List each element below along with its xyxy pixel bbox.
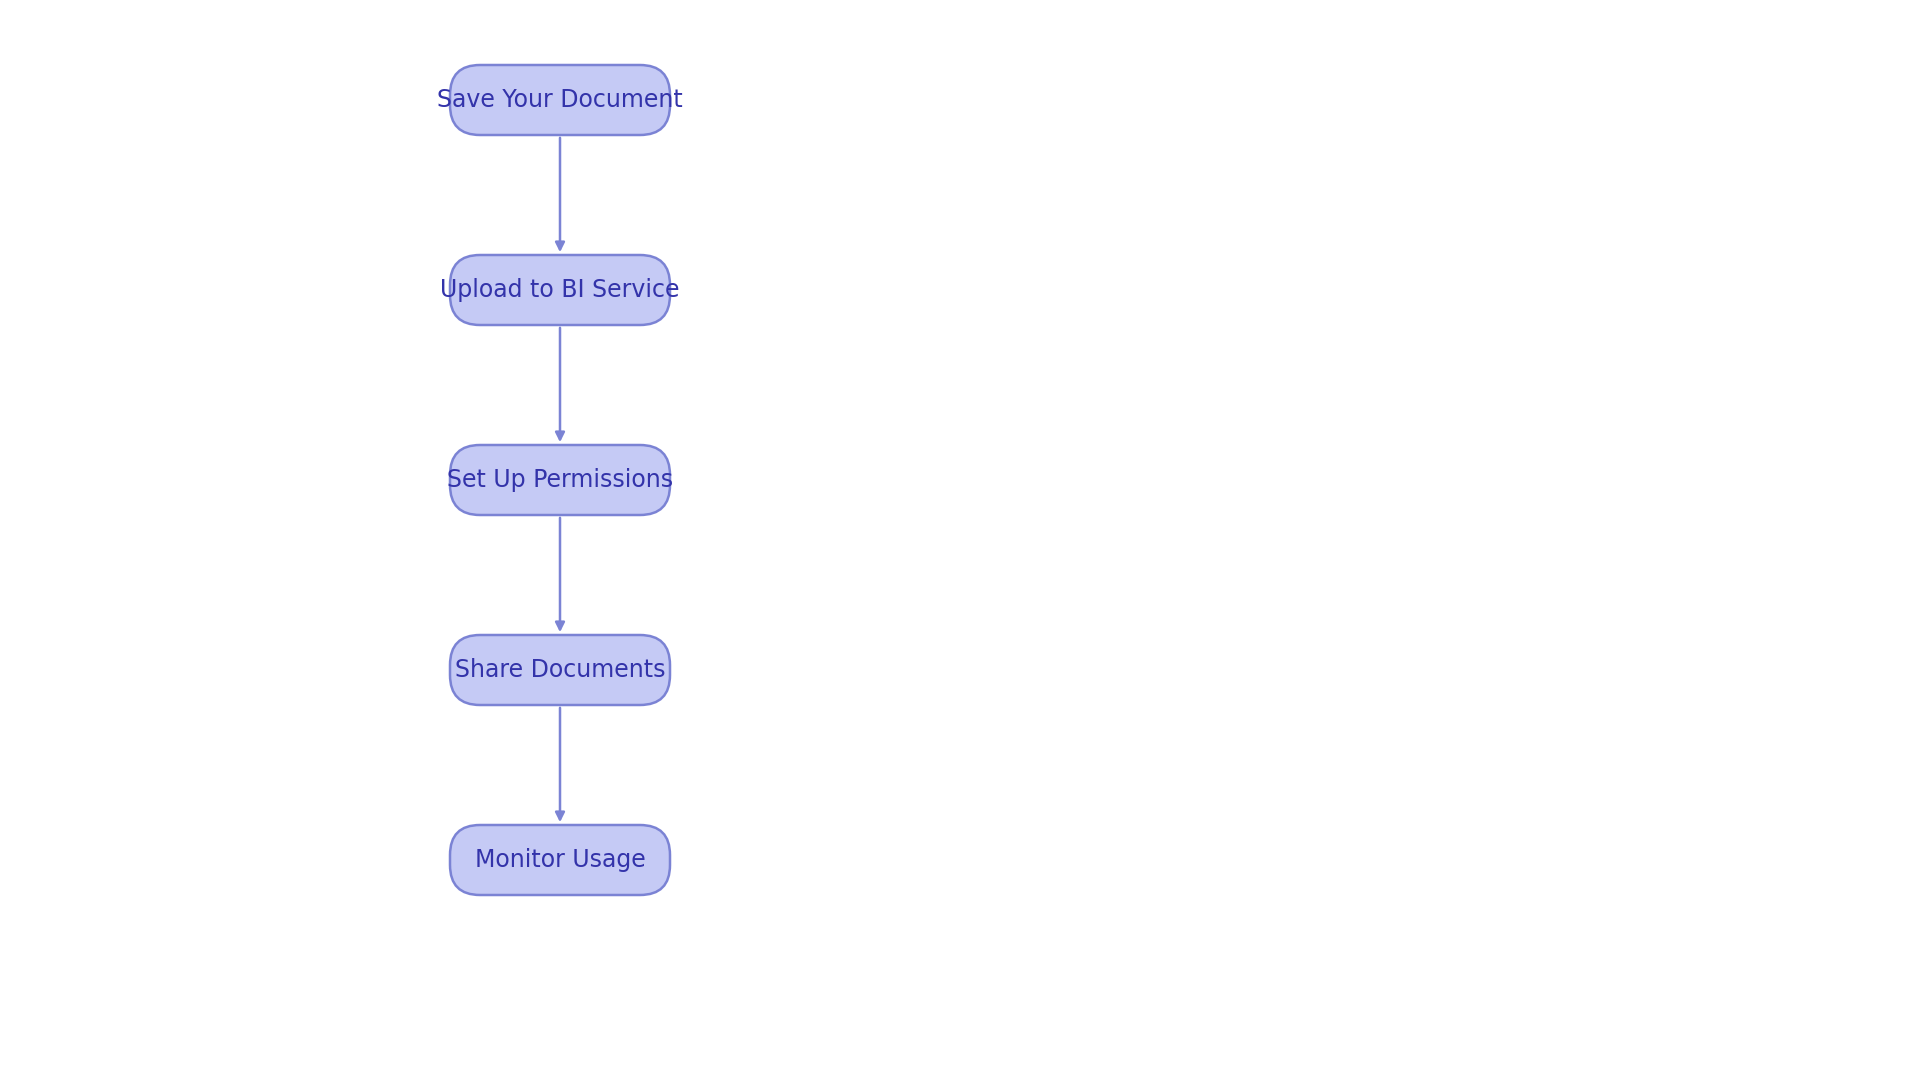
Text: Save Your Document: Save Your Document <box>438 88 684 112</box>
FancyBboxPatch shape <box>449 65 670 135</box>
Text: Monitor Usage: Monitor Usage <box>474 848 645 872</box>
Text: Share Documents: Share Documents <box>455 658 664 682</box>
FancyBboxPatch shape <box>449 825 670 895</box>
Text: Set Up Permissions: Set Up Permissions <box>447 468 674 492</box>
Text: Upload to BI Service: Upload to BI Service <box>440 278 680 302</box>
FancyBboxPatch shape <box>449 635 670 705</box>
FancyBboxPatch shape <box>449 255 670 325</box>
FancyBboxPatch shape <box>449 445 670 516</box>
